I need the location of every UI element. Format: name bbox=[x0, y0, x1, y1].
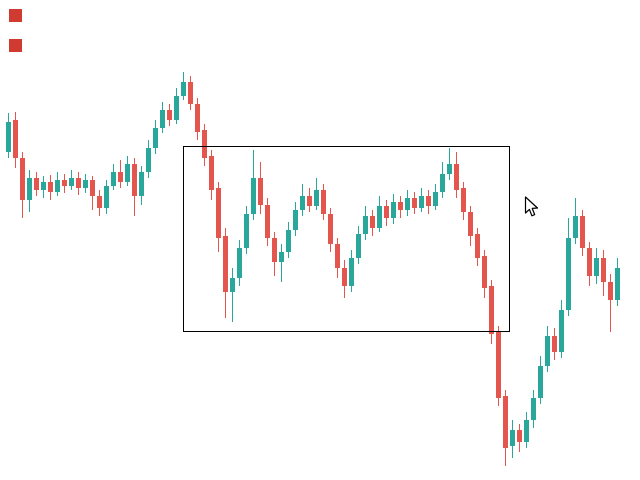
candle-body bbox=[216, 188, 221, 238]
candle-body bbox=[342, 268, 347, 286]
candle-body bbox=[489, 286, 494, 334]
candle-body bbox=[237, 248, 242, 278]
candle-body bbox=[426, 196, 431, 206]
candle-body bbox=[230, 278, 235, 292]
candle-body bbox=[293, 210, 298, 230]
candle-body bbox=[440, 174, 445, 192]
candle-body bbox=[314, 190, 319, 206]
candle-body bbox=[405, 198, 410, 210]
candle-wick bbox=[232, 268, 233, 322]
candle-body bbox=[538, 366, 543, 398]
candle-body bbox=[258, 178, 263, 205]
candle-body bbox=[433, 192, 438, 206]
candle-body bbox=[132, 164, 137, 196]
candle-body bbox=[153, 128, 158, 148]
candle-body bbox=[398, 202, 403, 210]
candle-body bbox=[118, 172, 123, 182]
candle-body bbox=[111, 172, 116, 186]
candle-body bbox=[307, 196, 312, 206]
candle-body bbox=[83, 180, 88, 188]
candle-wick bbox=[610, 274, 611, 332]
candle-body bbox=[300, 196, 305, 210]
candle-body bbox=[27, 178, 32, 200]
candle-body bbox=[104, 186, 109, 208]
candle-body bbox=[524, 420, 529, 442]
candle-body bbox=[531, 398, 536, 420]
candle-body bbox=[34, 178, 39, 190]
candle-body bbox=[328, 214, 333, 244]
candle-body bbox=[69, 178, 74, 186]
candle-body bbox=[62, 180, 67, 186]
candle-body bbox=[447, 164, 452, 174]
selection-rectangle[interactable] bbox=[183, 146, 510, 332]
candle-body bbox=[461, 188, 466, 212]
candle-body bbox=[608, 282, 613, 300]
candle-body bbox=[601, 258, 606, 282]
candle-body bbox=[454, 164, 459, 190]
candle-body bbox=[20, 158, 25, 200]
candle-body bbox=[188, 82, 193, 104]
candle-body bbox=[545, 336, 550, 366]
candle-body bbox=[377, 206, 382, 228]
candle-body bbox=[97, 196, 102, 208]
candle-body bbox=[223, 236, 228, 292]
candle-body bbox=[125, 164, 130, 182]
candle-body bbox=[566, 238, 571, 310]
candle-body bbox=[6, 122, 11, 152]
candle-body bbox=[517, 430, 522, 442]
candle-body bbox=[286, 230, 291, 252]
candle-body bbox=[370, 216, 375, 228]
candle-body bbox=[559, 310, 564, 352]
candle-body bbox=[13, 120, 18, 158]
candle-body bbox=[573, 216, 578, 238]
candle-body bbox=[146, 148, 151, 172]
red-square-marker-top[interactable] bbox=[9, 9, 22, 22]
candle-body bbox=[139, 172, 144, 196]
candle-body bbox=[279, 252, 284, 262]
candle-body bbox=[349, 258, 354, 286]
candle-body bbox=[496, 332, 501, 398]
candle-body bbox=[503, 396, 508, 448]
candle-body bbox=[356, 234, 361, 258]
candle-body bbox=[209, 156, 214, 190]
candle-body bbox=[167, 110, 172, 120]
candle-body bbox=[587, 248, 592, 276]
candle-body bbox=[195, 104, 200, 132]
candle-body bbox=[552, 336, 557, 352]
candle-body bbox=[265, 205, 270, 238]
candle-body bbox=[335, 244, 340, 268]
candle-body bbox=[48, 182, 53, 192]
candle-body bbox=[412, 198, 417, 208]
candle-body bbox=[391, 202, 396, 218]
candle-body bbox=[160, 110, 165, 128]
candle-body bbox=[594, 258, 599, 276]
candle-body bbox=[384, 206, 389, 218]
candle-body bbox=[363, 216, 368, 234]
candle-body bbox=[468, 212, 473, 236]
candle-body bbox=[76, 178, 81, 188]
candle-body bbox=[321, 190, 326, 214]
candle-body bbox=[419, 196, 424, 208]
candle-body bbox=[615, 268, 620, 300]
candle-body bbox=[244, 214, 249, 248]
candle-body bbox=[272, 238, 277, 262]
candle-body bbox=[41, 182, 46, 190]
candle-body bbox=[251, 178, 256, 214]
candle-body bbox=[55, 180, 60, 192]
candle-wick bbox=[281, 244, 282, 282]
candle-body bbox=[580, 216, 585, 248]
candle-body bbox=[202, 130, 207, 158]
candle-body bbox=[181, 82, 186, 96]
candle-body bbox=[174, 96, 179, 120]
candle-body bbox=[482, 256, 487, 288]
candle-body bbox=[90, 180, 95, 196]
candle-body bbox=[475, 234, 480, 258]
candle-body bbox=[510, 430, 515, 446]
red-square-marker-bottom[interactable] bbox=[9, 39, 22, 52]
